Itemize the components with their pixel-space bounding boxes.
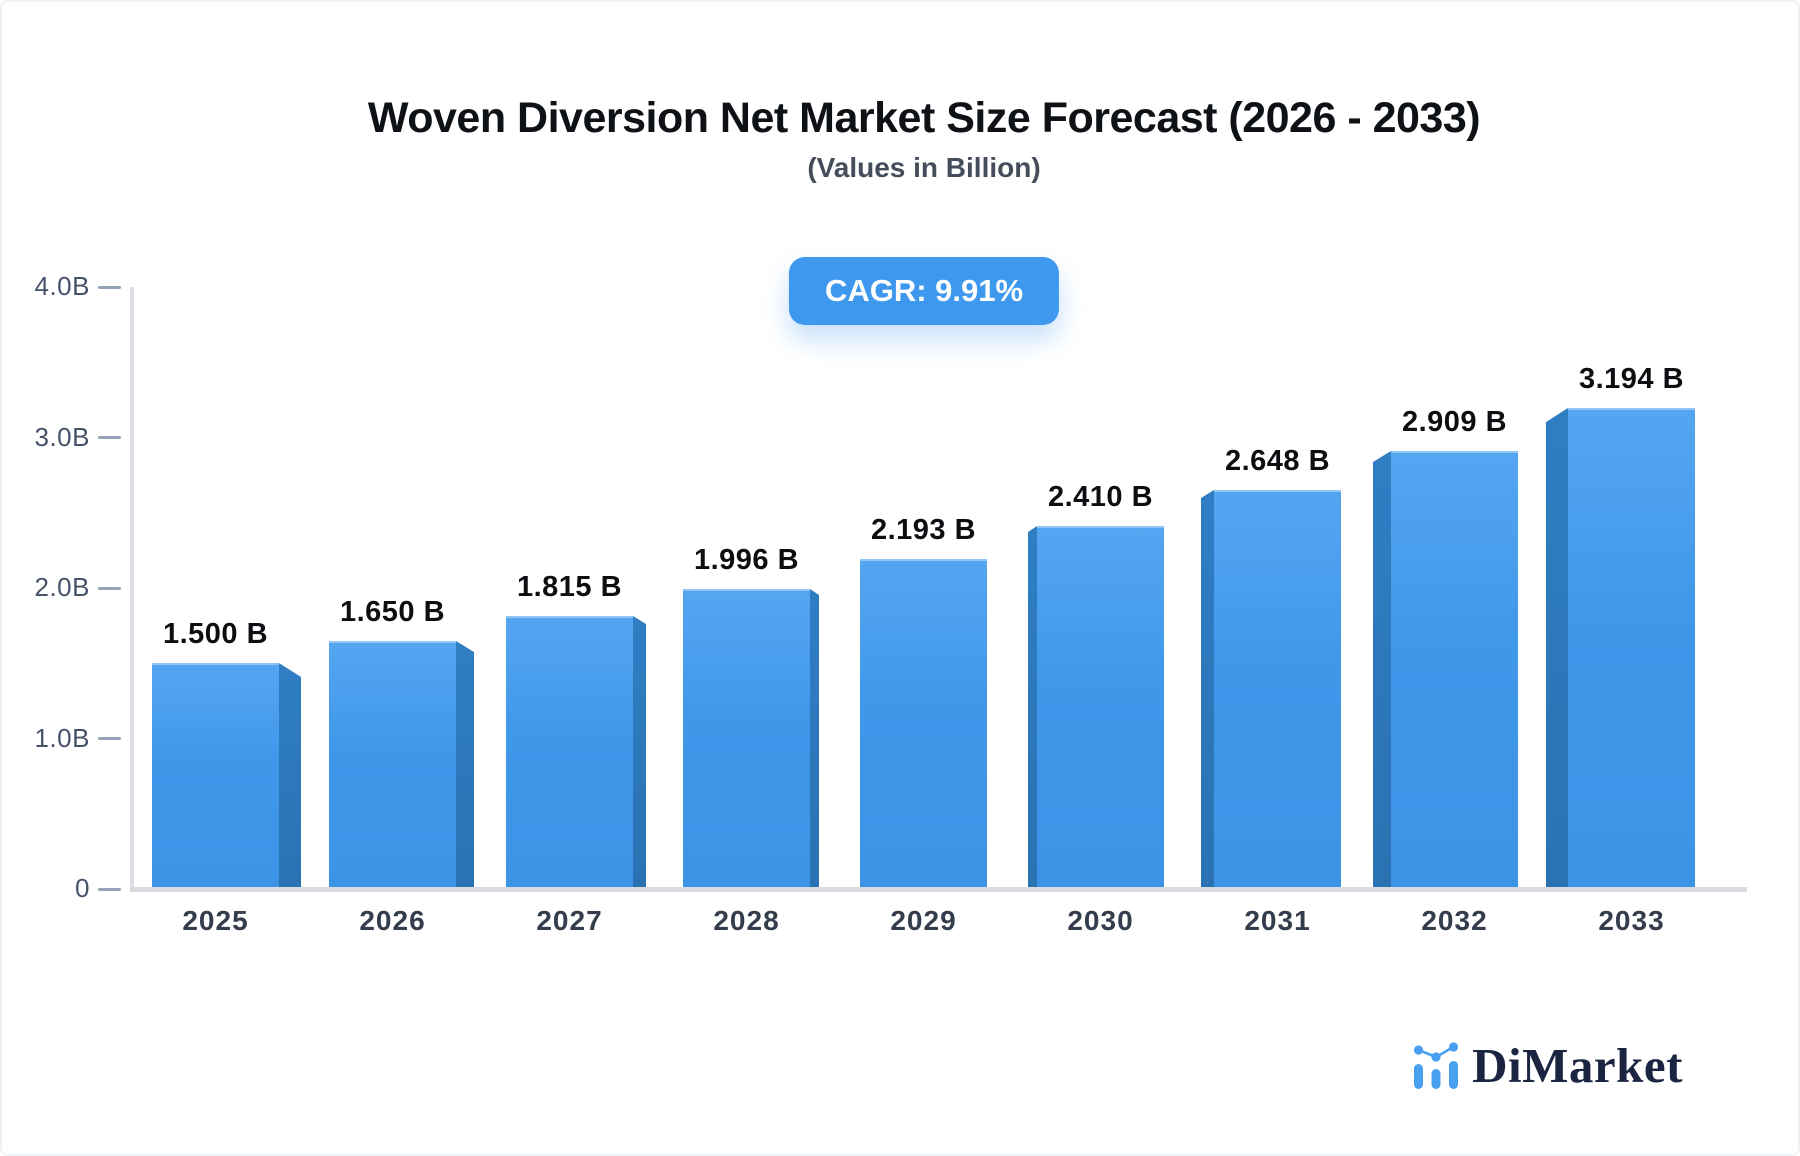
bar-front bbox=[1214, 490, 1341, 889]
bar-value-label: 2.909 B bbox=[1401, 406, 1508, 438]
bar-front bbox=[329, 641, 456, 889]
bar-front bbox=[860, 559, 987, 889]
y-axis-tick-label: 1.0B bbox=[34, 722, 90, 753]
cagr-badge: CAGR: 9.91% bbox=[788, 257, 1060, 325]
bar-value-label: 2.193 B bbox=[870, 514, 977, 546]
bar-front bbox=[152, 663, 279, 889]
logo-text: DiMarket bbox=[1472, 1038, 1683, 1093]
x-axis-label: 2031 bbox=[1244, 905, 1311, 936]
y-axis-tick-mark bbox=[98, 285, 121, 289]
bar-side bbox=[633, 616, 646, 889]
bar-side bbox=[1373, 451, 1391, 889]
bar-value-label: 2.648 B bbox=[1224, 445, 1331, 477]
bar-chart-logo-icon bbox=[1414, 1041, 1459, 1089]
chart-title: Woven Diversion Net Market Size Forecast… bbox=[367, 94, 1481, 142]
dimarket-logo: DiMarket bbox=[1410, 1037, 1683, 1094]
bar-front bbox=[1037, 526, 1164, 889]
bar-value-label: 1.650 B bbox=[339, 596, 446, 628]
x-axis-label: 2027 bbox=[536, 905, 603, 936]
y-axis-tick-mark bbox=[98, 737, 121, 740]
bar-front bbox=[1568, 408, 1695, 889]
x-axis-label: 2032 bbox=[1421, 905, 1488, 936]
bar-side bbox=[456, 641, 474, 889]
x-axis-label: 2025 bbox=[182, 905, 249, 936]
x-axis-label: 2029 bbox=[890, 905, 957, 936]
y-axis-line bbox=[130, 287, 134, 889]
bar-side bbox=[1201, 490, 1214, 889]
bar-value-label: 1.815 B bbox=[516, 571, 623, 603]
bar-side bbox=[1546, 408, 1568, 889]
y-axis-tick-label: 2.0B bbox=[34, 572, 90, 602]
bar-side bbox=[279, 663, 301, 889]
y-axis-tick-mark bbox=[98, 436, 121, 439]
bar-front bbox=[1391, 451, 1518, 889]
bar-value-label: 3.194 B bbox=[1578, 363, 1685, 395]
x-axis-baseline bbox=[130, 887, 1747, 892]
x-axis-label: 2026 bbox=[359, 905, 426, 936]
y-axis-tick-label: 3.0B bbox=[34, 421, 90, 452]
y-axis-tick-mark bbox=[98, 887, 121, 891]
x-axis-label: 2030 bbox=[1067, 905, 1134, 936]
bar-side bbox=[1028, 526, 1037, 889]
chart-subtitle: (Values in Billion) bbox=[807, 152, 1041, 183]
x-axis-label: 2033 bbox=[1598, 905, 1665, 936]
bar-value-label: 1.500 B bbox=[162, 618, 269, 650]
bar-side bbox=[810, 589, 819, 889]
bar-front bbox=[506, 616, 633, 889]
y-axis-tick-mark bbox=[98, 586, 121, 590]
y-axis-tick-label: 4.0B bbox=[34, 271, 90, 301]
y-axis-tick-label: 0 bbox=[75, 873, 90, 903]
bar-value-label: 1.996 B bbox=[693, 544, 800, 576]
x-axis-label: 2028 bbox=[713, 905, 780, 936]
bar-value-label: 2.410 B bbox=[1047, 481, 1154, 513]
bar-front bbox=[683, 589, 810, 889]
